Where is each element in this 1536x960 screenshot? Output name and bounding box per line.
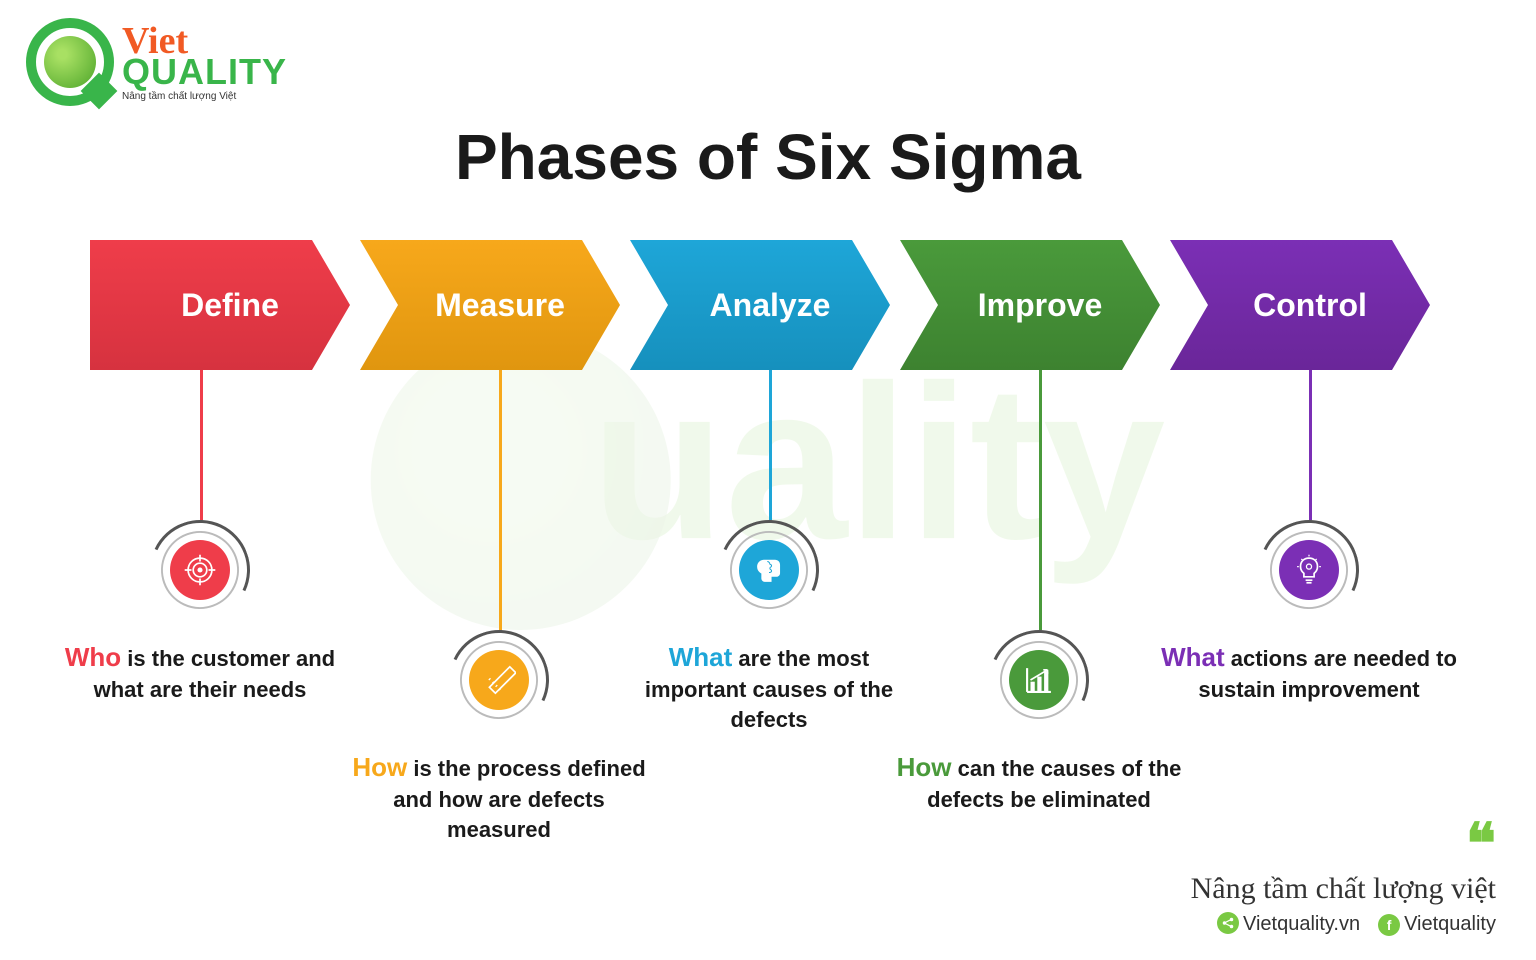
connector-control (1309, 370, 1312, 520)
page-title: Phases of Six Sigma (0, 120, 1536, 194)
footer-tagline: Nâng tầm chất lượng việt (1191, 872, 1496, 906)
phase-chevron-improve: Improve (900, 240, 1160, 370)
phase-desc-measure: How is the process defined and how are d… (349, 750, 649, 844)
phase-label-control: Control (1170, 240, 1430, 370)
phase-label-analyze: Analyze (630, 240, 890, 370)
connector-define (200, 370, 203, 520)
footer-link-web: Vietquality.vn (1217, 912, 1360, 936)
phase-chevron-measure: Measure (360, 240, 620, 370)
phase-chevron-row: Define Measure Analyze (90, 240, 1440, 370)
chart-icon (1009, 650, 1069, 710)
globe-icon (44, 36, 96, 88)
footer-link-fb: fVietquality (1378, 913, 1496, 936)
phase-icon-bubble-define (150, 520, 250, 620)
share-icon (1217, 912, 1239, 934)
target-icon (170, 540, 230, 600)
phase-icon-bubble-measure (449, 630, 549, 730)
phase-label-define: Define (90, 240, 350, 370)
logo-tagline: Nâng tầm chất lượng Việt (122, 92, 287, 102)
phase-icon-bubble-analyze (719, 520, 819, 620)
quote-icon: ❝ (1191, 834, 1496, 856)
footer: ❝ Nâng tầm chất lượng việt Vietquality.v… (1191, 834, 1496, 936)
connector-analyze (769, 370, 772, 520)
brand-logo: Viet QUALITY Nâng tầm chất lượng Việt (26, 18, 287, 106)
facebook-icon: f (1378, 914, 1400, 936)
phase-chevron-analyze: Analyze (630, 240, 890, 370)
phase-icon-bubble-improve (989, 630, 1089, 730)
bulb-icon (1279, 540, 1339, 600)
phase-chevron-control: Control (1170, 240, 1430, 370)
brain-icon (739, 540, 799, 600)
logo-brand-bottom: QUALITY (122, 54, 287, 90)
connector-improve (1039, 370, 1042, 630)
phase-label-measure: Measure (360, 240, 620, 370)
logo-ring (26, 18, 114, 106)
ruler-icon (469, 650, 529, 710)
phase-desc-control: What actions are needed to sustain impro… (1159, 640, 1459, 705)
phase-chevron-define: Define (90, 240, 350, 370)
phase-icon-bubble-control (1259, 520, 1359, 620)
connector-measure (499, 370, 502, 630)
phase-desc-analyze: What are the most important causes of th… (619, 640, 919, 734)
phase-label-improve: Improve (900, 240, 1160, 370)
phase-desc-define: Who is the customer and what are their n… (50, 640, 350, 705)
phase-desc-improve: How can the causes of the defects be eli… (889, 750, 1189, 815)
